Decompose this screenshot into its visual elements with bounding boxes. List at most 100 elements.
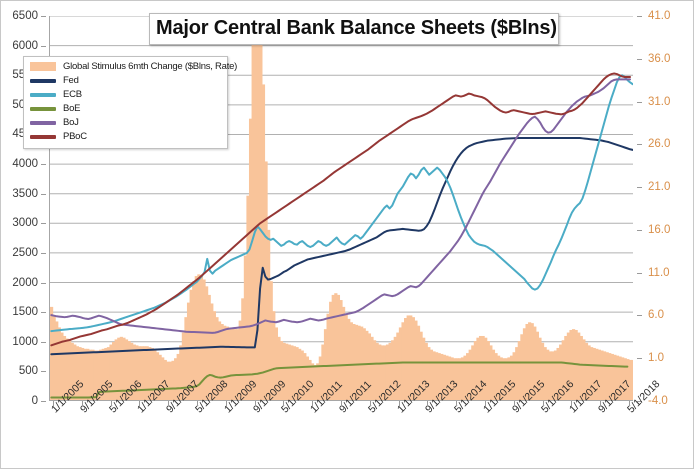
x-axis-tick-mark	[513, 401, 515, 406]
bar	[445, 355, 449, 400]
bar	[409, 315, 413, 400]
bar	[225, 326, 229, 400]
bar	[587, 345, 591, 400]
y-right-tick-label: 31.0	[648, 95, 671, 108]
bar	[130, 342, 134, 400]
bar	[336, 294, 341, 400]
legend-item[interactable]: Global Stimulus 6mth Change ($Blns, Rate…	[28, 60, 237, 73]
bar	[352, 324, 356, 400]
bar	[370, 336, 374, 400]
bar	[132, 344, 136, 400]
bar	[248, 118, 253, 400]
y-left-tick-label: 6500	[12, 10, 38, 22]
x-axis-tick-mark	[81, 401, 83, 406]
bar	[561, 340, 565, 400]
y-right-tick-label: -4.0	[648, 395, 668, 407]
chart-legend: Global Stimulus 6mth Change ($Blns, Rate…	[23, 56, 237, 149]
legend-item[interactable]: PBoC	[28, 130, 223, 143]
bar	[331, 294, 335, 400]
bar	[308, 359, 312, 400]
bar	[109, 344, 113, 400]
line-series-boe	[50, 361, 629, 399]
bar	[189, 289, 193, 400]
bar	[181, 332, 185, 400]
bar	[383, 345, 387, 400]
legend-item[interactable]: ECB	[28, 88, 223, 101]
y-left-tick-label: 3000	[12, 217, 38, 230]
bar	[233, 329, 237, 400]
legend-item[interactable]: BoE	[28, 102, 223, 115]
bar	[450, 357, 454, 400]
legend-item[interactable]: BoJ	[28, 116, 223, 129]
bar	[184, 317, 188, 400]
bar	[569, 329, 573, 400]
bar	[489, 345, 493, 400]
bar	[406, 315, 410, 400]
bar	[429, 349, 434, 400]
bar	[313, 365, 317, 400]
bar	[357, 325, 361, 400]
legend-item[interactable]: Fed	[28, 74, 223, 87]
bar	[520, 334, 524, 400]
bar	[466, 353, 470, 400]
bar	[83, 348, 87, 400]
bar	[602, 351, 607, 400]
bar	[432, 351, 436, 400]
bar	[344, 313, 348, 400]
bar	[168, 361, 173, 400]
bar	[93, 350, 98, 400]
bar	[375, 342, 379, 400]
y-left-tick-mark	[41, 282, 46, 284]
y-left-tick-label: 0	[31, 395, 38, 407]
y-right-tick-mark	[637, 358, 642, 360]
y-left-tick-label: 4000	[12, 158, 38, 171]
bar	[75, 346, 80, 400]
bar	[124, 339, 129, 400]
x-axis-tick-mark	[369, 401, 371, 406]
bar	[515, 347, 519, 400]
bar	[522, 328, 527, 400]
bar	[440, 353, 444, 400]
bar	[135, 345, 139, 400]
bar	[246, 195, 250, 400]
bar	[186, 302, 191, 400]
y-left-tick-mark	[41, 45, 46, 47]
bar	[486, 341, 490, 400]
bar	[497, 355, 501, 400]
y-left-tick-label: 500	[18, 365, 38, 378]
x-axis-tick-mark	[254, 401, 256, 406]
bar	[176, 353, 180, 400]
bar	[282, 342, 286, 400]
bar	[174, 358, 178, 400]
bar	[447, 356, 452, 400]
bar	[88, 349, 92, 400]
bar	[158, 354, 162, 400]
bar	[318, 356, 322, 400]
chart-title: Major Central Bank Balance Sheets ($Blns…	[149, 13, 559, 45]
bar	[166, 361, 170, 400]
legend-label: Global Stimulus 6mth Change ($Blns, Rate…	[63, 61, 238, 72]
bar	[298, 348, 302, 400]
bar	[365, 330, 369, 400]
bar	[78, 347, 82, 400]
bar	[241, 298, 245, 400]
y-left-tick-label: 2500	[12, 246, 38, 259]
bar	[290, 345, 294, 400]
bar	[310, 363, 315, 400]
bar	[347, 318, 351, 400]
bar	[504, 358, 508, 400]
bar	[564, 335, 568, 400]
legend-swatch-line-icon	[30, 134, 56, 139]
x-axis-tick-mark	[398, 401, 400, 406]
bar	[391, 340, 395, 400]
bar	[334, 293, 338, 400]
bar	[360, 326, 364, 400]
legend-label: BoE	[63, 103, 81, 114]
line-series-boj	[50, 78, 632, 334]
bar	[559, 344, 563, 400]
bar	[148, 347, 152, 400]
bar	[543, 347, 547, 400]
y-left-tick-label: 3500	[12, 187, 38, 200]
bar	[212, 311, 216, 400]
y-right-tick-mark	[637, 58, 642, 60]
